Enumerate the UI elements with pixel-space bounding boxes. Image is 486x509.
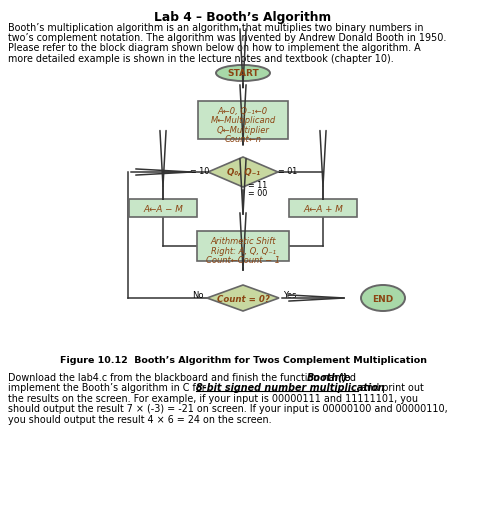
Text: A←0, Q₋₁←0: A←0, Q₋₁←0 — [218, 107, 268, 116]
Text: A←A + M: A←A + M — [303, 204, 343, 213]
Text: M←Multiplicand: M←Multiplicand — [210, 116, 276, 125]
Text: 8-bit signed number multiplication: 8-bit signed number multiplication — [196, 383, 384, 392]
Text: Count = 0?: Count = 0? — [217, 294, 269, 303]
Text: Q←Multiplier: Q←Multiplier — [217, 125, 269, 134]
Text: No: No — [192, 291, 204, 300]
Text: END: END — [372, 294, 394, 303]
Text: Figure 10.12  Booth’s Algorithm for Twos Complement Multiplication: Figure 10.12 Booth’s Algorithm for Twos … — [59, 355, 427, 364]
Ellipse shape — [216, 66, 270, 82]
Ellipse shape — [361, 286, 405, 312]
Text: A←A − M: A←A − M — [143, 204, 183, 213]
Text: Arithmetic Shift: Arithmetic Shift — [210, 237, 276, 245]
Text: Booth’s multiplication algorithm is an algorithm that multiplies two binary numb: Booth’s multiplication algorithm is an a… — [8, 23, 423, 33]
FancyBboxPatch shape — [197, 232, 289, 262]
Text: more detailed example is shown in the lecture notes and textbook (chapter 10).: more detailed example is shown in the le… — [8, 53, 394, 64]
Text: should output the result 7 × (-3) = -21 on screen. If your input is 00000100 and: should output the result 7 × (-3) = -21 … — [8, 404, 448, 413]
Text: implement the Booth’s algorithm in C for: implement the Booth’s algorithm in C for — [8, 383, 209, 392]
FancyBboxPatch shape — [129, 200, 197, 217]
Text: you should output the result 4 × 6 = 24 on the screen.: you should output the result 4 × 6 = 24 … — [8, 414, 272, 424]
Text: = 00: = 00 — [248, 189, 267, 198]
Text: START: START — [227, 69, 259, 78]
Text: Please refer to the block diagram shown below on how to implement the algorithm.: Please refer to the block diagram shown … — [8, 43, 421, 53]
Text: Yes: Yes — [283, 291, 297, 300]
Polygon shape — [208, 158, 278, 188]
Text: Download the lab4.c from the blackboard and finish the function named: Download the lab4.c from the blackboard … — [8, 372, 359, 382]
FancyBboxPatch shape — [289, 200, 357, 217]
Text: = 01: = 01 — [278, 166, 297, 175]
Text: = 11: = 11 — [248, 181, 267, 190]
Text: to: to — [338, 372, 350, 382]
FancyBboxPatch shape — [198, 102, 288, 140]
Text: the results on the screen. For example, if your input is 00000111 and 11111101, : the results on the screen. For example, … — [8, 393, 418, 403]
Text: Q₀, Q₋₁: Q₀, Q₋₁ — [226, 168, 260, 177]
Text: Booth(): Booth() — [307, 372, 348, 382]
Text: = 10: = 10 — [191, 166, 209, 175]
Text: Right: A, Q, Q₋₁: Right: A, Q, Q₋₁ — [210, 246, 276, 255]
Text: Count←n: Count←n — [225, 135, 261, 144]
Text: Lab 4 – Booth’s Algorithm: Lab 4 – Booth’s Algorithm — [155, 11, 331, 24]
Text: Count←Count − 1: Count←Count − 1 — [206, 256, 280, 265]
Polygon shape — [207, 286, 279, 312]
Text: and print out: and print out — [358, 383, 424, 392]
Text: two’s complement notation. The algorithm was invented by Andrew Donald Booth in : two’s complement notation. The algorithm… — [8, 33, 446, 43]
